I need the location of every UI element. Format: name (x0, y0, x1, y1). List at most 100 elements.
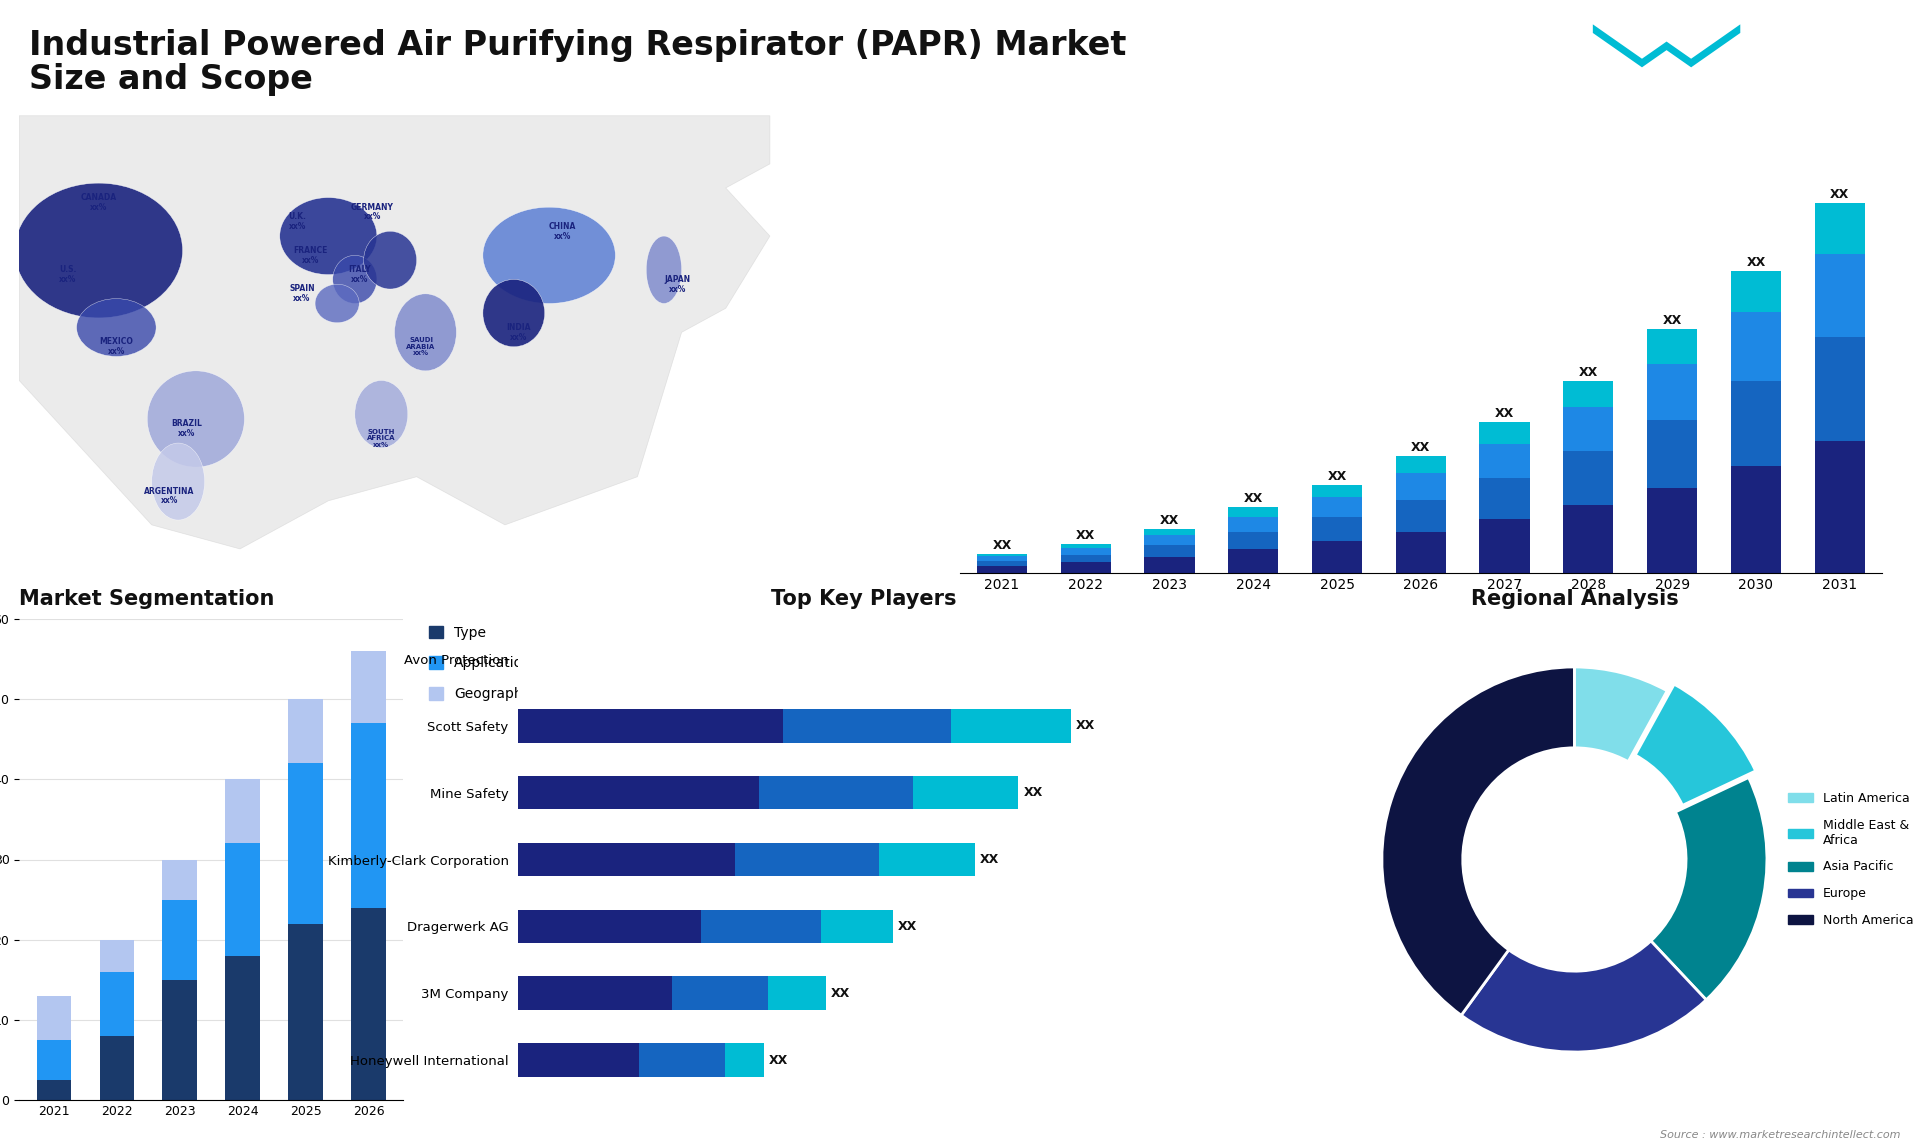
Ellipse shape (148, 371, 244, 468)
Bar (950, 709, 1071, 743)
Bar (1396, 473, 1446, 500)
Text: Size and Scope: Size and Scope (29, 63, 313, 96)
Bar (1814, 441, 1864, 573)
Bar (1814, 337, 1864, 441)
Bar (977, 566, 1027, 573)
Text: XX: XX (1747, 256, 1766, 269)
Ellipse shape (77, 299, 156, 356)
Bar (163, 980, 198, 1100)
Title: Regional Analysis: Regional Analysis (1471, 589, 1678, 609)
Bar (1229, 517, 1279, 532)
Bar (912, 776, 1018, 809)
Bar (1396, 500, 1446, 532)
Bar (783, 709, 950, 743)
Bar (163, 860, 198, 900)
Wedge shape (1574, 667, 1667, 762)
Bar (518, 1043, 639, 1077)
Text: XX: XX (1327, 470, 1346, 484)
Title: Top Key Players: Top Key Players (772, 589, 956, 609)
Bar (1311, 497, 1361, 517)
Ellipse shape (332, 256, 376, 304)
Bar (518, 976, 672, 1010)
Bar (672, 976, 768, 1010)
Bar (1730, 465, 1782, 573)
Bar (879, 842, 975, 877)
Bar (518, 709, 783, 743)
Bar (1060, 555, 1112, 563)
Bar (1144, 557, 1194, 573)
Text: XX: XX (1830, 188, 1849, 201)
Text: XX: XX (979, 853, 998, 866)
Bar (518, 842, 735, 877)
Bar (1060, 563, 1112, 573)
Text: XX: XX (1244, 493, 1263, 505)
Text: SOUTH
AFRICA
xx%: SOUTH AFRICA xx% (367, 429, 396, 448)
Bar (726, 1043, 764, 1077)
Bar (1647, 329, 1697, 363)
Bar (288, 763, 323, 924)
Text: SAUDI
ARABIA
xx%: SAUDI ARABIA xx% (407, 337, 436, 356)
Bar (1480, 422, 1530, 444)
Bar (1229, 532, 1279, 549)
Bar (225, 956, 259, 1100)
Text: U.K.
xx%: U.K. xx% (288, 212, 307, 231)
Wedge shape (1382, 667, 1574, 1015)
Bar (735, 842, 879, 877)
Bar (351, 908, 386, 1100)
Text: XX: XX (993, 539, 1012, 551)
Wedge shape (1461, 941, 1707, 1052)
Text: FRANCE
xx%: FRANCE xx% (294, 246, 328, 265)
Ellipse shape (484, 207, 616, 304)
Bar (1396, 532, 1446, 573)
Bar (822, 910, 893, 943)
Bar (1730, 380, 1782, 465)
Bar (1311, 541, 1361, 573)
Text: XX: XX (1077, 720, 1096, 732)
Text: XX: XX (768, 1053, 787, 1067)
Text: Source : www.marketresearchintellect.com: Source : www.marketresearchintellect.com (1661, 1130, 1901, 1140)
Bar (36, 1080, 71, 1100)
Bar (1814, 203, 1864, 254)
Bar (1647, 363, 1697, 419)
Bar (100, 940, 134, 972)
Bar (977, 554, 1027, 556)
Text: XX: XX (1075, 528, 1094, 542)
Bar (1730, 270, 1782, 313)
Bar (1563, 504, 1613, 573)
Ellipse shape (15, 183, 182, 317)
Bar (1060, 548, 1112, 555)
Bar (100, 972, 134, 1036)
Text: ITALY
xx%: ITALY xx% (348, 265, 371, 284)
Text: CANADA
xx%: CANADA xx% (81, 193, 117, 212)
Legend: Latin America, Middle East &
Africa, Asia Pacific, Europe, North America: Latin America, Middle East & Africa, Asi… (1784, 787, 1918, 932)
Text: INDIA
xx%: INDIA xx% (507, 323, 530, 342)
Legend: Type, Application, Geography: Type, Application, Geography (430, 626, 532, 701)
Bar (1144, 529, 1194, 535)
Bar (288, 699, 323, 763)
Bar (1144, 535, 1194, 545)
Wedge shape (1636, 684, 1755, 806)
Bar (1480, 478, 1530, 519)
Bar (1229, 508, 1279, 517)
Polygon shape (1594, 24, 1740, 68)
Bar (351, 651, 386, 723)
Ellipse shape (647, 236, 682, 304)
Bar (1480, 519, 1530, 573)
Bar (977, 560, 1027, 566)
Bar (639, 1043, 726, 1077)
Bar (1647, 488, 1697, 573)
Text: Industrial Powered Air Purifying Respirator (PAPR) Market: Industrial Powered Air Purifying Respira… (29, 29, 1127, 62)
Bar (1647, 419, 1697, 488)
Bar (1563, 380, 1613, 407)
Ellipse shape (355, 380, 407, 448)
Text: MEXICO
xx%: MEXICO xx% (100, 337, 132, 356)
Bar (225, 779, 259, 843)
Ellipse shape (363, 231, 417, 289)
Text: U.S.
xx%: U.S. xx% (60, 265, 77, 284)
Bar (1144, 545, 1194, 557)
Text: XX: XX (1578, 366, 1597, 378)
Bar (701, 910, 822, 943)
Bar (1480, 444, 1530, 478)
Text: XX: XX (1411, 441, 1430, 454)
Bar (1563, 407, 1613, 452)
